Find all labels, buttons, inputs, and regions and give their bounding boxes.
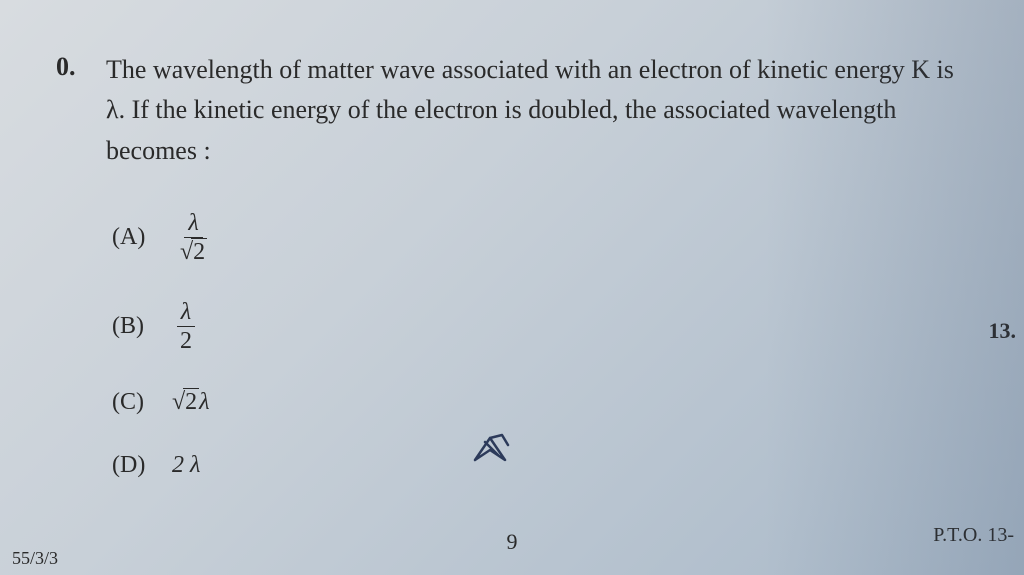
fraction-b-num: λ	[177, 300, 195, 327]
fraction-a-num: λ	[184, 211, 202, 238]
option-a-value: λ 2	[172, 211, 211, 264]
fraction-a-den: 2	[176, 238, 211, 264]
margin-question-ref: 13.	[989, 318, 1017, 344]
option-a: (A) λ 2	[112, 211, 954, 264]
option-c-value: 2 λ	[172, 389, 210, 416]
option-d-value: 2 λ	[172, 452, 200, 479]
fraction-b: λ 2	[176, 300, 196, 353]
option-b-value: λ 2	[172, 300, 196, 353]
page-number: 9	[507, 529, 518, 555]
sqrt-c: 2	[172, 389, 199, 416]
pto-label: P.T.O. 13-	[933, 524, 1014, 547]
option-b-label: (B)	[112, 313, 172, 340]
fraction-b-den: 2	[176, 327, 196, 353]
option-c: (C) 2 λ	[112, 389, 954, 416]
paper-code: 55/3/3	[12, 548, 58, 569]
question-number: 0.	[56, 52, 106, 82]
pen-doodle-icon	[470, 430, 520, 470]
option-c-tail: λ	[199, 389, 209, 416]
fraction-a: λ 2	[176, 211, 211, 264]
option-d: (D) 2 λ	[112, 452, 954, 479]
option-a-label: (A)	[112, 224, 172, 251]
option-c-label: (C)	[112, 389, 172, 416]
exam-page: 0. The wavelength of matter wave associa…	[0, 0, 1024, 575]
option-d-label: (D)	[112, 452, 172, 479]
options-list: (A) λ 2 (B) λ 2 (C) 2 λ	[112, 211, 954, 479]
question-block: 0. The wavelength of matter wave associa…	[56, 50, 954, 171]
question-text: The wavelength of matter wave associated…	[106, 50, 954, 171]
option-b: (B) λ 2	[112, 300, 954, 353]
sqrt-a: 2	[180, 240, 207, 264]
